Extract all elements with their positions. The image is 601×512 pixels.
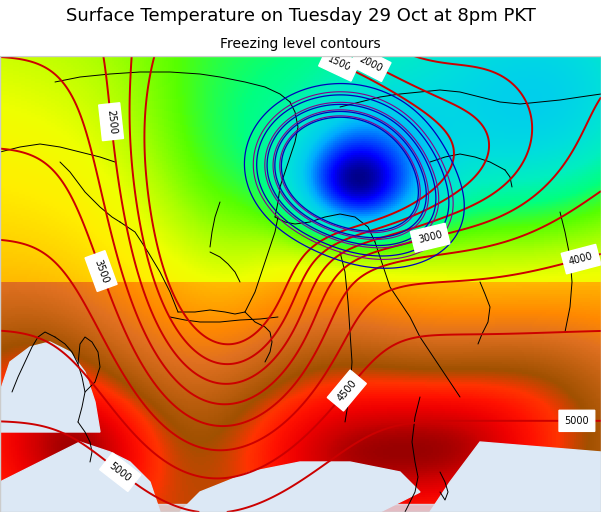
Text: 3000: 3000 xyxy=(417,230,443,245)
Polygon shape xyxy=(0,504,601,512)
Polygon shape xyxy=(430,442,601,512)
Text: 3500: 3500 xyxy=(92,258,110,284)
Text: Surface Temperature on Tuesday 29 Oct at 8pm PKT: Surface Temperature on Tuesday 29 Oct at… xyxy=(66,7,535,25)
Text: 4000: 4000 xyxy=(568,251,594,267)
Polygon shape xyxy=(0,442,160,512)
Text: 5000: 5000 xyxy=(564,416,589,426)
Text: 4500: 4500 xyxy=(335,378,359,403)
Text: 2000: 2000 xyxy=(357,54,383,74)
Polygon shape xyxy=(0,342,100,432)
Text: Freezing level contours: Freezing level contours xyxy=(220,37,381,51)
Polygon shape xyxy=(180,462,420,512)
Text: 2500: 2500 xyxy=(105,109,117,135)
Text: 1500: 1500 xyxy=(326,54,353,74)
Text: 5000: 5000 xyxy=(108,461,133,484)
